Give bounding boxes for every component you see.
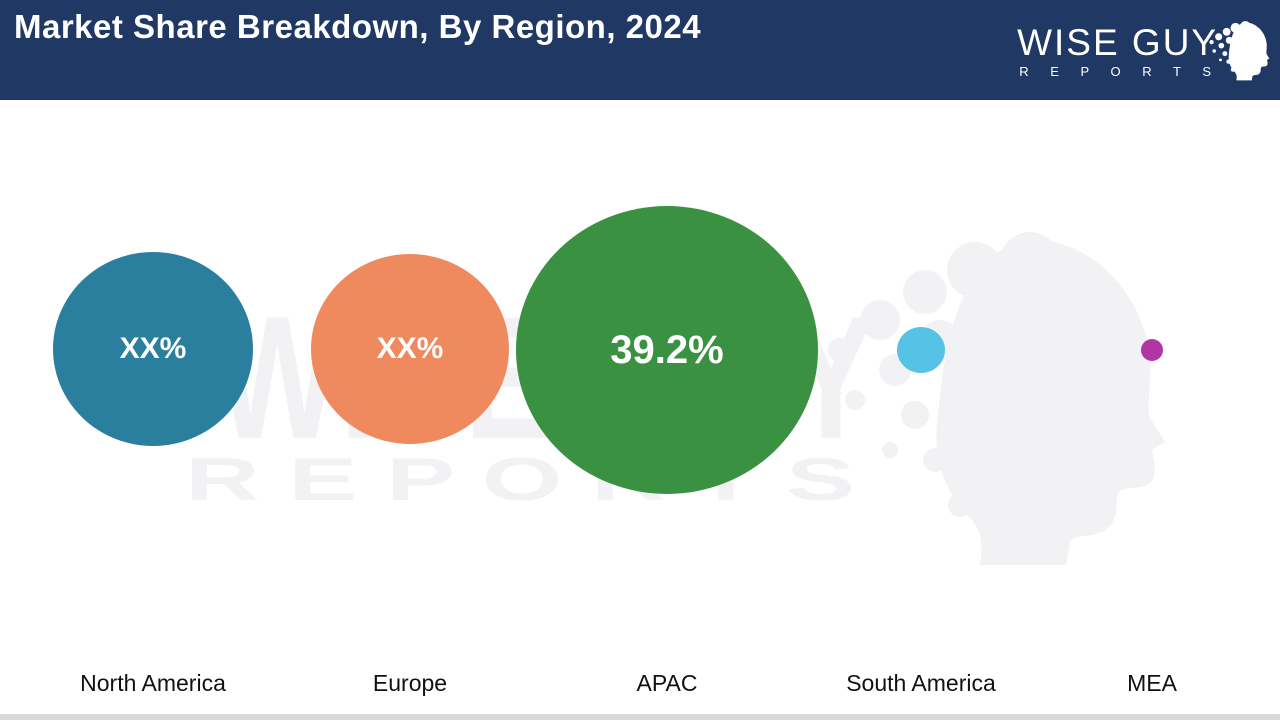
- category-label-row: North America Europe APAC South America MEA: [0, 670, 1280, 704]
- category-label-europe: Europe: [372, 670, 448, 696]
- bubble-value-label: XX%: [119, 332, 187, 365]
- bottom-edge-strip: [0, 714, 1280, 720]
- logo-face-icon: [1209, 21, 1270, 81]
- logo-wordmark: WISE GUY: [1017, 21, 1219, 63]
- bubble-apac: 39.2%: [516, 206, 818, 494]
- category-label-north-america: North America: [80, 670, 226, 696]
- category-label-south-america: South America: [846, 670, 996, 696]
- header-bar: Market Share Breakdown, By Region, 2024 …: [0, 0, 1280, 100]
- bubble-value-label: 39.2%: [610, 327, 724, 372]
- category-label-mea: MEA: [1127, 670, 1177, 696]
- bubble-north-america: XX%: [53, 252, 253, 446]
- bubble-europe: XX%: [311, 254, 509, 444]
- bubble-south-america: [897, 327, 945, 373]
- wise-guy-logo: WISE GUY R E P O R T S: [1015, 6, 1272, 96]
- logo-text: WISE GUY R E P O R T S: [1015, 24, 1220, 79]
- logo-reports-label: R E P O R T S: [1019, 63, 1220, 79]
- category-label-apac: APAC: [636, 670, 698, 696]
- bubble-value-label: XX%: [376, 332, 444, 365]
- page-title: Market Share Breakdown, By Region, 2024: [14, 8, 702, 45]
- bubble-mea: [1141, 339, 1163, 361]
